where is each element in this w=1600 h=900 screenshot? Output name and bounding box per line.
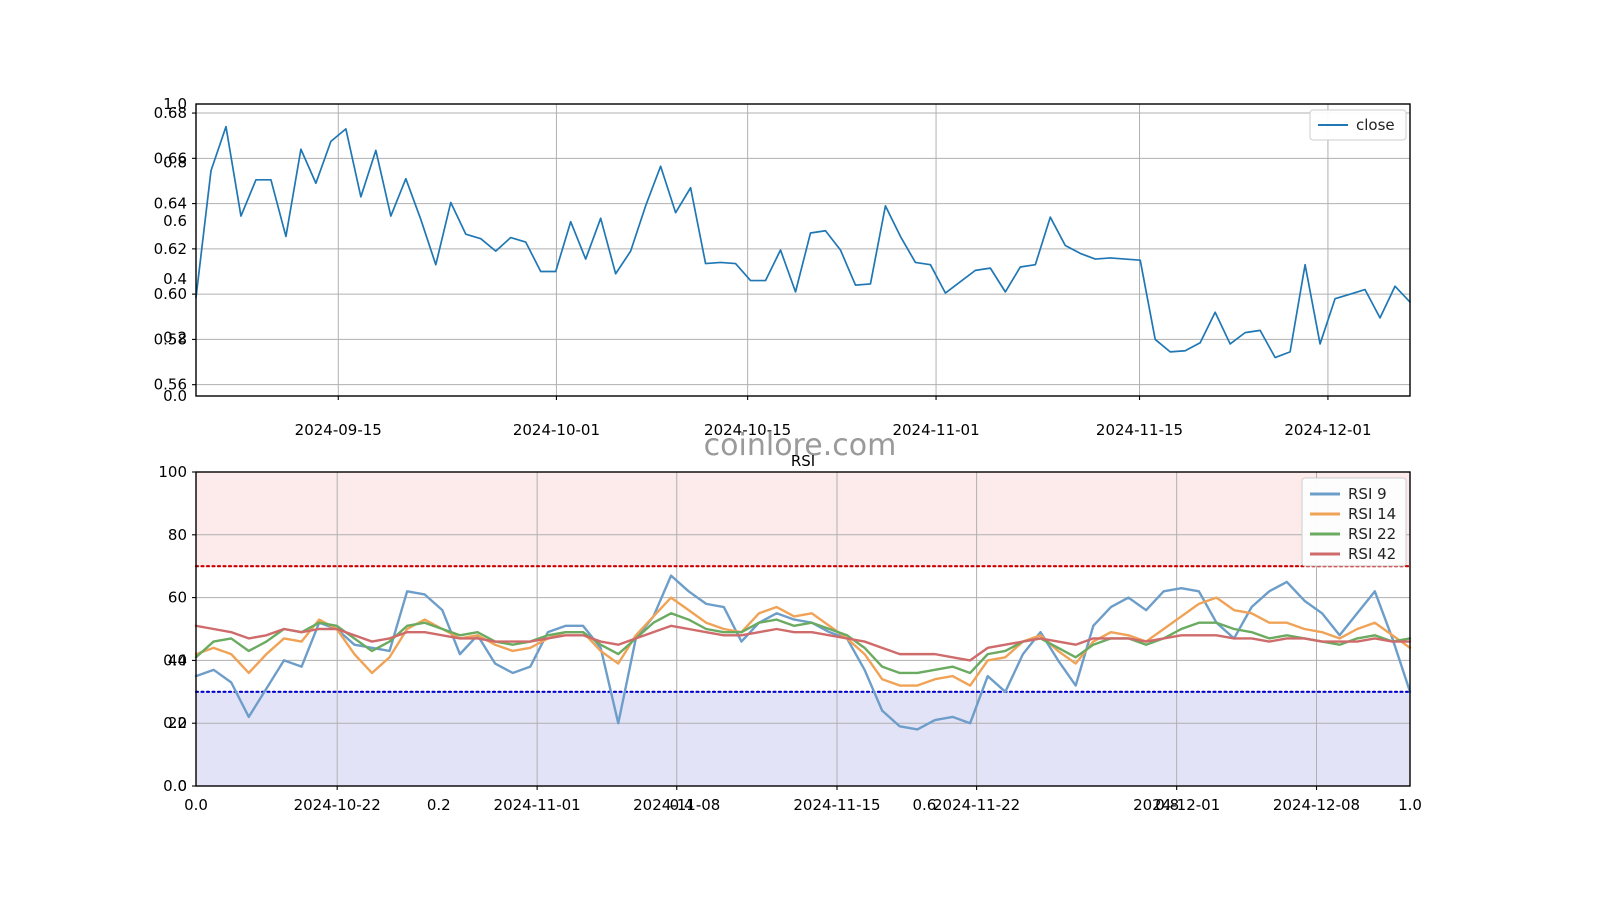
rsi-xtick-label-overlay: 1.0	[1398, 796, 1422, 814]
rsi-ytick-label-overlay: 0.2	[163, 714, 187, 732]
price-ytick-label: 0.66	[154, 149, 187, 167]
price-legend[interactable]: close	[1309, 109, 1407, 141]
price-ytick-label: 0.60	[154, 285, 187, 303]
rsi-xtick-label: 2024-11-01	[494, 796, 581, 814]
rsi-frame	[195, 471, 1411, 787]
rsi-axes-spines	[195, 471, 1411, 787]
rsi-series-group	[194, 574, 1412, 731]
price-xtick-label: 2024-12-01	[1284, 421, 1371, 439]
price-legend-label: close	[1356, 116, 1395, 134]
rsi-legend[interactable]: RSI 9 RSI 14 RSI 22 RSI 42	[1301, 477, 1407, 567]
rsi-chart-axes: 0 20 40 60 80 100 0.0 0.2 0.4 2024-10-22 2024-11…	[158, 452, 1422, 814]
rsi-ytick-label: 20	[168, 714, 187, 732]
price-plot-background	[196, 104, 1410, 396]
price-xtick-label: 2024-11-01	[892, 421, 979, 439]
price-ytick-label-overlay: 0.0	[163, 387, 187, 405]
rsi-series-RSI-14	[194, 596, 1412, 687]
price-ytick-label-overlay: 0.4	[163, 270, 187, 288]
rsi-legend-label: RSI 9	[1348, 485, 1387, 503]
rsi-legend-box	[1301, 477, 1407, 567]
rsi-xtick-label-overlay: 0.2	[427, 796, 451, 814]
rsi-xtick-label: 2024-11-08	[633, 796, 720, 814]
price-xtick-label: 2024-10-01	[513, 421, 600, 439]
price-axes-spines	[195, 103, 1411, 397]
rsi-xtick-label: 2024-11-15	[793, 796, 880, 814]
rsi-ytick-label-overlay: 0.0	[163, 777, 187, 795]
rsi-x-tick-labels-overlay: 0.0 0.2 0.4 0.6 0.8 1.0	[184, 796, 1422, 814]
rsi-ytick-label: 100	[158, 463, 187, 481]
rsi-series-RSI-42	[194, 624, 1412, 662]
price-legend-box	[1309, 109, 1407, 141]
rsi-series-RSI-22	[194, 612, 1412, 675]
rsi-legend-label: RSI 42	[1348, 545, 1396, 563]
price-y-tick-labels-overlay: 0.0 0.2 0.4 0.6 0.8 1.0	[163, 95, 187, 405]
coinlore-watermark: coinlore.com	[704, 428, 897, 463]
rsi-y-tick-labels: 0 20 40 60 80 100	[158, 463, 196, 795]
rsi-xtick-label: 2024-11-22	[933, 796, 1020, 814]
rsi-ytick-label: 0	[177, 777, 187, 795]
price-xtick-label: 2024-10-15	[704, 421, 791, 439]
rsi-x-tick-labels: 2024-10-22 2024-11-01 2024-11-08 2024-11-15…	[294, 786, 1360, 814]
rsi-series-RSI-9	[194, 574, 1412, 731]
rsi-ytick-label-overlay: 0.4	[163, 651, 187, 669]
price-ytick-label: 0.68	[154, 104, 187, 122]
rsi-xtick-label: 2024-12-08	[1273, 796, 1360, 814]
price-ytick-label: 0.62	[154, 240, 187, 258]
price-chart-axes: 0.560.580.600.620.640.660.68 0.00.20.40.…	[154, 95, 1411, 439]
rsi-ytick-label: 60	[168, 589, 187, 607]
price-xtick-label: 2024-11-15	[1096, 421, 1183, 439]
price-ytick-label-overlay: 1.0	[163, 95, 187, 113]
price-y-tick-labels: 0.56 0.58 0.60 0.62 0.64 0.66 0.68	[154, 104, 196, 394]
price-ytick-label: 0.64	[154, 195, 187, 213]
price-ytick-label-overlay: 0.8	[163, 153, 187, 171]
price-gridlines	[196, 104, 1410, 396]
price-x-tick-labels: 2024-09-15 2024-10-01 2024-10-15 2024-11-01…	[295, 396, 1372, 439]
rsi-xtick-label: 2024-10-22	[294, 796, 381, 814]
rsi-oversold-band	[196, 691, 1410, 786]
price-ytick-label: 0.58	[154, 330, 187, 348]
price-ytick-label-overlay: 0.2	[163, 329, 187, 347]
price-frame	[195, 103, 1411, 397]
rsi-xtick-label: 2024-12-01	[1133, 796, 1220, 814]
rsi-y-tick-labels-overlay: 0.0 0.2 0.4	[163, 651, 187, 795]
rsi-ytick-label: 80	[168, 526, 187, 544]
rsi-xtick-label-overlay: 0.6	[912, 796, 936, 814]
rsi-legend-label: RSI 14	[1348, 505, 1396, 523]
rsi-subplot-title: RSI	[791, 452, 815, 470]
rsi-xtick-label-overlay: 0.0	[184, 796, 208, 814]
rsi-xtick-label-overlay: 0.4	[670, 796, 694, 814]
price-series-group	[195, 125, 1411, 359]
rsi-xtick-label-overlay: 0.8	[1155, 796, 1179, 814]
rsi-ytick-label: 40	[168, 651, 187, 669]
price-series-close	[195, 125, 1411, 359]
rsi-overbought-band	[196, 472, 1410, 567]
price-ytick-label: 0.56	[154, 376, 187, 394]
price-xtick-label: 2024-09-15	[295, 421, 382, 439]
price-ytick-label-overlay: 0.6	[163, 212, 187, 230]
rsi-legend-label: RSI 22	[1348, 525, 1396, 543]
